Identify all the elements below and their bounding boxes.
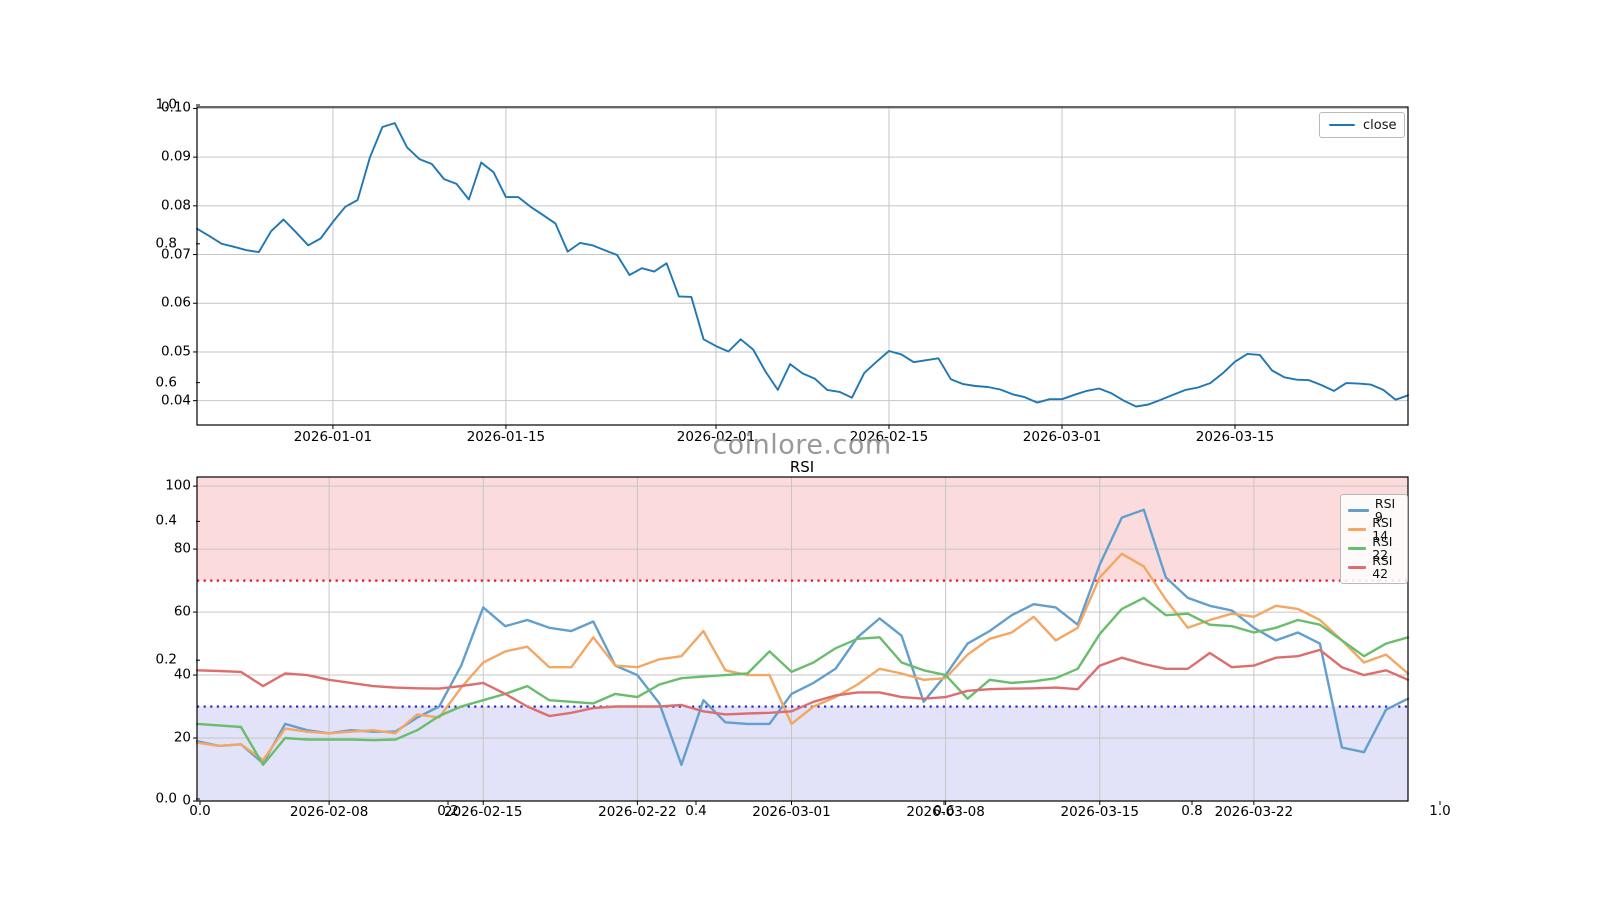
- hidden-axis-y-label: 0.2: [155, 651, 177, 668]
- oversold-region: [197, 706, 1408, 801]
- price-y-tick-label: 0.10: [160, 99, 191, 116]
- rsi-legend-row: RSI 22: [1348, 534, 1407, 562]
- price-x-tick-label: 2026-02-15: [849, 429, 929, 445]
- rsi42-line-swatch: [1348, 566, 1367, 569]
- rsi-x-tick-label: 2026-02-22: [598, 804, 677, 820]
- hidden-axis-y-label: 0.0: [155, 790, 177, 807]
- rsi22-line-swatch: [1348, 547, 1367, 550]
- hidden-axis-y-label: 0.6: [155, 373, 177, 390]
- rsi-line-2: [195, 596, 1410, 766]
- price-y-tick-label: 0.04: [160, 391, 191, 408]
- rsi-line-3: [195, 648, 1410, 718]
- rsi-x-tick-label: 2026-03-08: [906, 804, 985, 820]
- price-x-tick-label: 2026-01-01: [293, 429, 373, 445]
- rsi-y-tick-label: 60: [173, 603, 191, 620]
- close-legend-label: close: [1363, 117, 1397, 133]
- rsi-x-tick-label: 2026-03-01: [752, 804, 831, 820]
- hidden-axis-y-label: 1.0: [155, 96, 177, 113]
- rsi-line-1: [195, 552, 1410, 762]
- rsi-legend-row: RSI 42: [1348, 553, 1407, 581]
- price-y-tick-label: 0.09: [160, 148, 191, 165]
- price-legend: close: [1319, 112, 1405, 138]
- rsi-legend-row: RSI 14: [1348, 515, 1407, 543]
- price-x-tick-label: 2026-03-01: [1022, 429, 1102, 445]
- rsi-x-tick-label: 2026-03-15: [1060, 804, 1139, 820]
- rsi-chart-title: RSI: [789, 458, 815, 476]
- hidden-axis-x-label: 0.0: [189, 803, 211, 819]
- hidden-axis-y-label: 0.8: [155, 235, 177, 252]
- rsi14-line-swatch: [1348, 528, 1367, 531]
- rsi-y-tick-label: 80: [173, 540, 191, 557]
- rsi-legend: RSI 9 RSI 14 RSI 22 RSI 42: [1340, 494, 1408, 584]
- price-x-tick-label: 2026-01-15: [466, 429, 546, 445]
- rsi9-line-swatch: [1348, 509, 1369, 512]
- rsi9-legend-label: RSI 9: [1374, 496, 1396, 524]
- watermark-text: coinlore.com: [712, 429, 892, 461]
- price-y-tick-label: 0.06: [160, 294, 191, 311]
- rsi-x-tick-label: 2026-02-08: [289, 804, 369, 820]
- rsi22-legend-label: RSI 22: [1372, 534, 1393, 562]
- hidden-axis-x-label: 0.8: [1181, 803, 1203, 819]
- rsi14-legend-label: RSI 14: [1372, 515, 1393, 543]
- rsi-x-tick-label: 2026-03-22: [1214, 804, 1294, 820]
- rsi-legend-row: RSI 9: [1348, 496, 1407, 524]
- price-x-tick-label: 2026-02-01: [676, 429, 756, 445]
- hidden-axis-y-label: 0.4: [155, 512, 177, 529]
- rsi-y-tick-label: 0: [182, 792, 191, 809]
- price-y-tick-label: 0.07: [160, 245, 191, 262]
- rsi-y-tick-label: 100: [165, 477, 191, 494]
- rsi-y-tick-label: 20: [173, 729, 191, 746]
- price-x-tick-label: 2026-03-15: [1195, 429, 1275, 445]
- hidden-axis-x-label: 0.2: [437, 803, 459, 819]
- close-line: [196, 122, 1409, 408]
- overbought-region: [197, 477, 1408, 581]
- rsi-x-tick-label: 2026-02-15: [444, 804, 523, 820]
- price-y-tick-label: 0.05: [160, 343, 191, 360]
- hidden-axis-x-label: 1.0: [1429, 803, 1451, 819]
- hidden-axis-x-label: 0.4: [685, 803, 707, 819]
- close-line-swatch: [1329, 123, 1355, 127]
- price-y-tick-label: 0.08: [160, 197, 191, 214]
- hidden-axis-x-label: 0.6: [933, 803, 955, 819]
- rsi-y-tick-label: 40: [173, 666, 191, 683]
- rsi42-legend-label: RSI 42: [1372, 553, 1393, 581]
